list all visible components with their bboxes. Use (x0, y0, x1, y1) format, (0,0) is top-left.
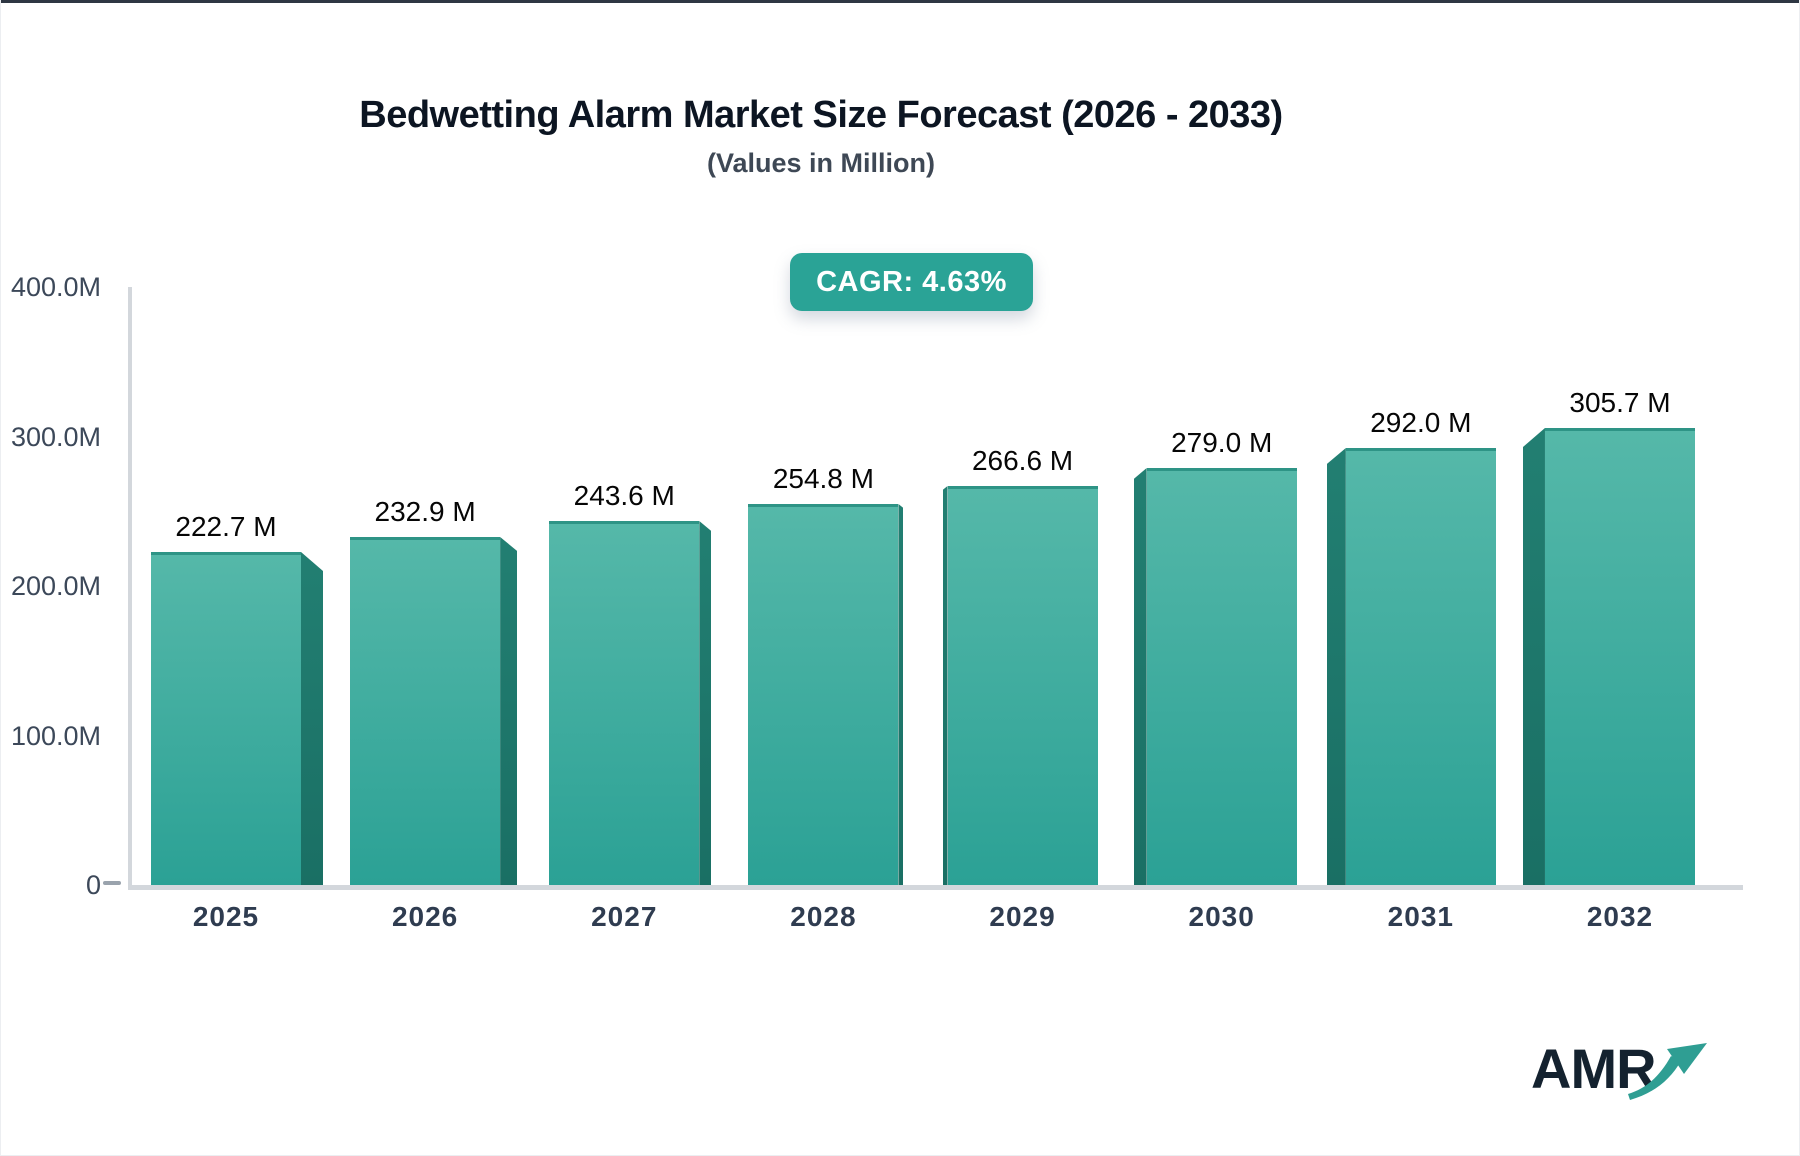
top-border (1, 0, 1799, 3)
cagr-badge-label: CAGR: 4.63% (816, 265, 1007, 298)
x-axis-tick-label: 2030 (1188, 901, 1255, 932)
bar (1146, 468, 1297, 885)
bar (1345, 448, 1496, 885)
bar-value-label: 222.7 M (175, 511, 277, 542)
bar-group-2029 (942, 486, 1098, 885)
bar-group-2027 (549, 521, 712, 885)
y-axis-tick-label: 200.0M (10, 571, 101, 601)
bar-group-2030 (1133, 468, 1297, 885)
bar-value-label: 292.0 M (1370, 407, 1472, 438)
bar-3d-side (1133, 468, 1147, 885)
y-axis-tick-label: 400.0M (10, 272, 101, 302)
bar-3d-side (699, 521, 712, 885)
plot-area: 400.0M 300.0M 200.0M 100.0M 0 222.7 M 2025 232.… (11, 272, 1743, 932)
x-axis-tick-label: 2027 (591, 901, 658, 932)
x-axis-tick-label: 2031 (1387, 901, 1454, 932)
bar (947, 486, 1098, 885)
x-axis-tick-label: 2029 (989, 901, 1056, 932)
bar (1544, 428, 1695, 885)
bar-3d-side (942, 486, 948, 885)
bar-group-2032 (1522, 428, 1695, 885)
bar (549, 521, 700, 885)
bar-value-label: 305.7 M (1569, 387, 1671, 418)
y-axis-tick-label: 300.0M (10, 421, 101, 452)
bar (748, 504, 899, 885)
bar-value-label: 279.0 M (1171, 427, 1273, 458)
x-axis-tick-label: 2025 (192, 901, 260, 932)
y-axis-tick-label: 100.0M (10, 720, 101, 751)
amr-logo: AMR (1531, 1036, 1721, 1116)
bar-group-2026 (350, 537, 518, 885)
bar-value-label: 232.9 M (374, 496, 476, 527)
bar-group-2028 (748, 504, 904, 885)
cagr-badge: CAGR: 4.63% (790, 253, 1033, 311)
bar-group-2031 (1326, 448, 1496, 885)
amr-logo-text: AMR (1531, 1037, 1657, 1100)
zero-tick-mark (103, 881, 121, 885)
bar-group-2025 (151, 552, 323, 885)
x-axis-line (128, 885, 1743, 890)
page-title: Bedwetting Alarm Market Size Forecast (2… (359, 94, 1283, 136)
bar (350, 537, 501, 885)
bar-3d-side (1522, 428, 1545, 885)
bar-value-label: 243.6 M (573, 480, 675, 511)
growth-arrow-icon (1628, 1043, 1707, 1100)
y-axis-tick-label: 0 (85, 870, 101, 900)
bar-value-label: 254.8 M (772, 463, 874, 494)
bar-3d-side (301, 552, 323, 885)
bar-3d-side (1326, 448, 1346, 885)
bar-3d-side (898, 504, 904, 885)
x-axis-tick-label: 2028 (790, 901, 857, 932)
y-axis-line (128, 287, 132, 890)
x-axis-tick-label: 2032 (1586, 901, 1654, 932)
bar (151, 552, 301, 885)
x-axis-tick-label: 2026 (391, 901, 459, 932)
bar-value-label: 266.6 M (971, 445, 1074, 476)
page-subtitle: (Values in Million) (706, 148, 936, 178)
bar-3d-side (500, 537, 518, 885)
